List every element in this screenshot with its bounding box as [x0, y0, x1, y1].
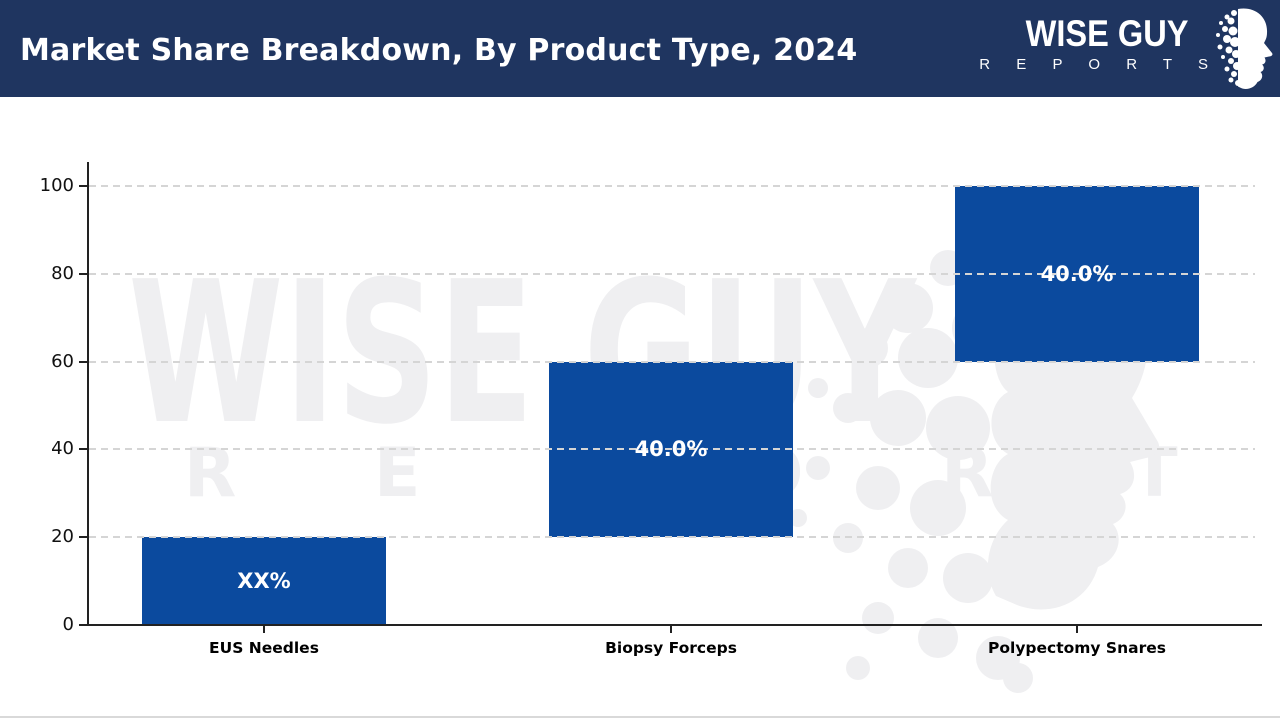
x-tick [263, 626, 265, 633]
category-label: EUS Needles [209, 639, 319, 657]
y-tick-label: 0 [62, 614, 74, 635]
y-tick [79, 448, 87, 451]
x-axis-line [86, 624, 1262, 626]
gridline [89, 185, 1255, 187]
logo: WISE GUY R E P O R T S [979, 4, 1274, 94]
y-tick [79, 536, 87, 539]
logo-wiseguy-text: WISE GUY [1025, 13, 1189, 54]
y-tick-label: 80 [51, 262, 74, 284]
wiseguy-logo-face-icon [1216, 8, 1273, 89]
y-tick-label: 40 [51, 438, 74, 460]
y-tick-label: 60 [51, 350, 74, 372]
x-tick [670, 626, 672, 633]
page-title: Market Share Breakdown, By Product Type,… [20, 33, 858, 68]
bar-value-label: 40.0% [1040, 261, 1114, 286]
y-tick [79, 624, 87, 626]
y-tick [79, 185, 87, 187]
y-tick-label: 20 [51, 526, 74, 548]
gridline [89, 360, 1255, 363]
x-tick [1076, 626, 1078, 633]
bar-value-label: 40.0% [634, 437, 708, 462]
header: Market Share Breakdown, By Product Type,… [0, 0, 1280, 97]
footer-line [0, 716, 1280, 718]
bar-value-label: XX% [237, 569, 291, 594]
gridline [89, 536, 1255, 539]
category-label: Polypectomy Snares [988, 639, 1166, 657]
gridline [89, 272, 1255, 275]
logo-reports-text: R E P O R T S [979, 56, 1219, 73]
gridline [89, 448, 1255, 451]
y-tick [79, 272, 87, 275]
category-label: Biopsy Forceps [605, 639, 737, 657]
y-tick-label: 100 [39, 175, 74, 196]
logo-text: WISE GUY R E P O R T S [979, 14, 1208, 74]
y-tick [79, 360, 87, 363]
bar [142, 537, 386, 625]
y-axis-line [87, 162, 89, 626]
